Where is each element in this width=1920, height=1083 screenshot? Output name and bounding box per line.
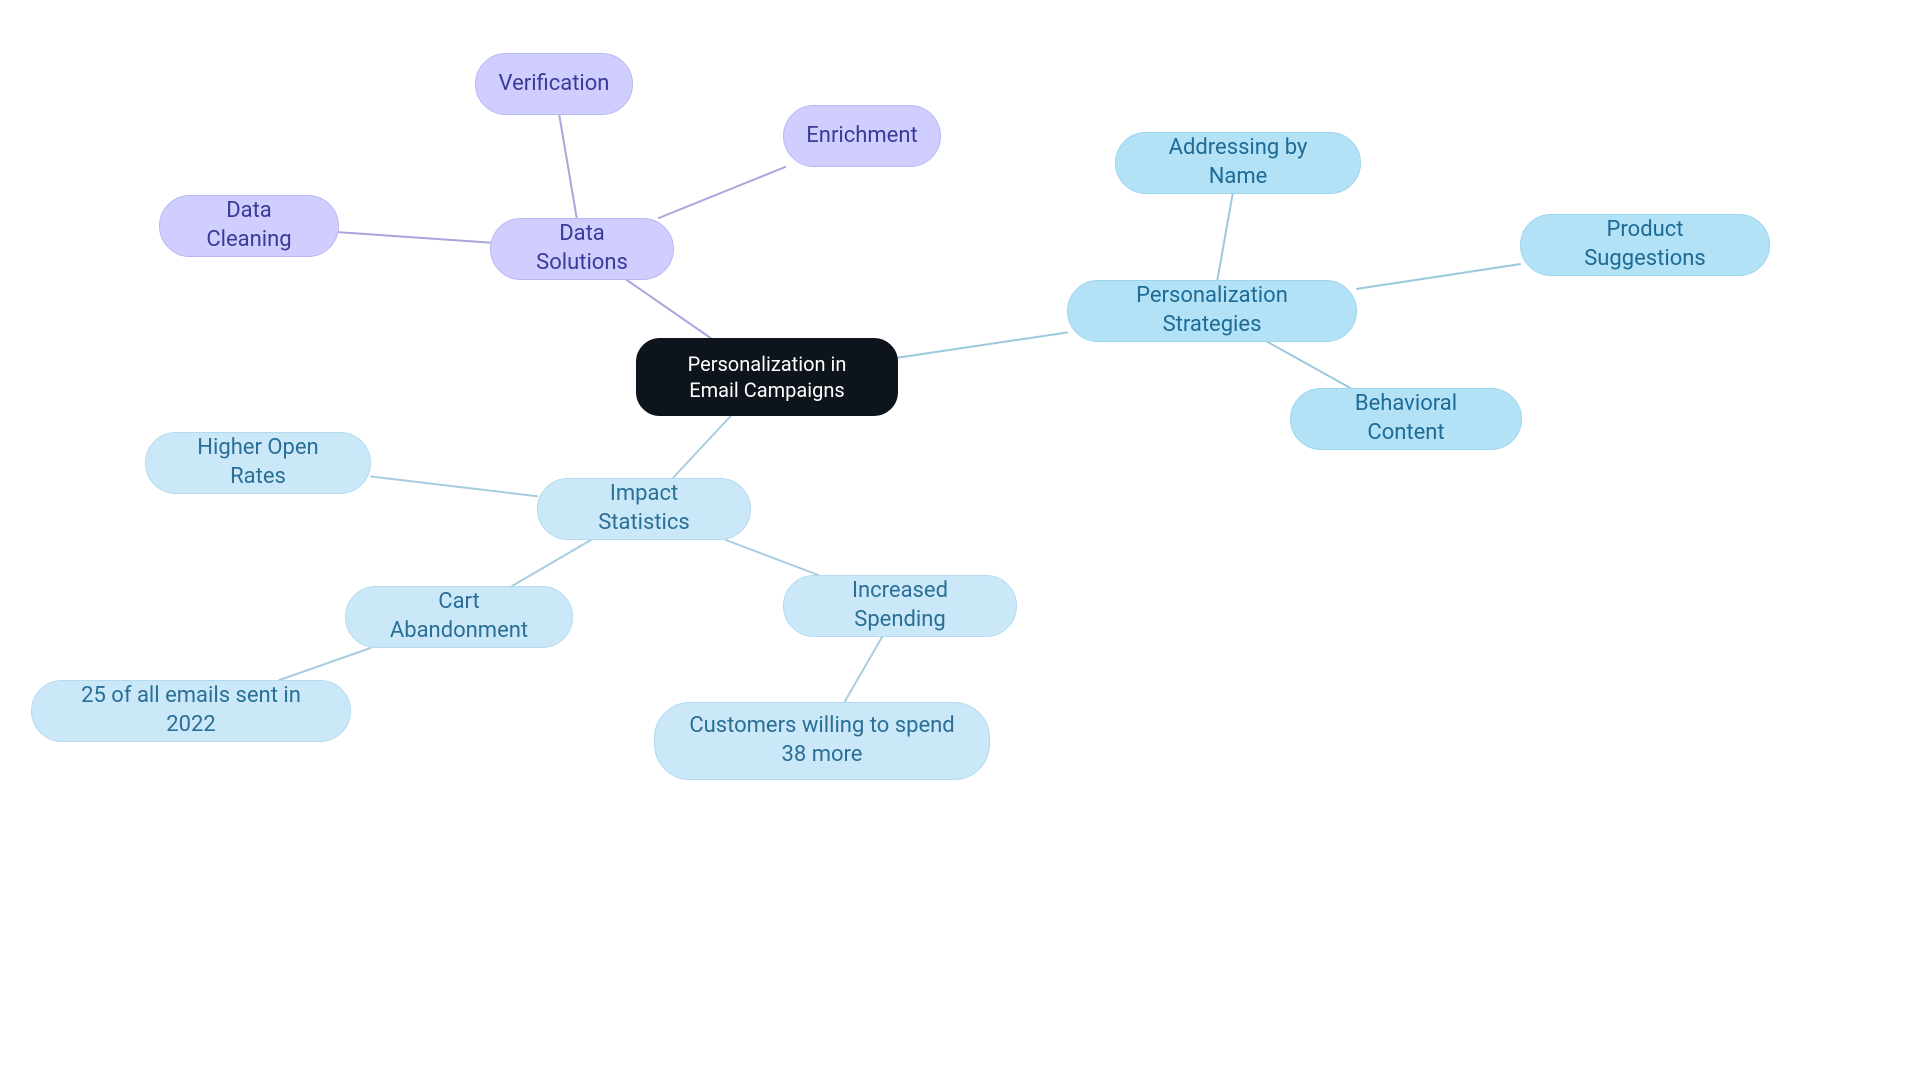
edge-ds-ds2 — [559, 115, 576, 218]
mindmap-canvas: Personalization in Email Campaigns Data S… — [0, 0, 1920, 1083]
edge-root-ds — [627, 280, 711, 338]
edge-ps-ps3 — [1268, 342, 1351, 388]
node-ds2: Verification — [475, 53, 633, 115]
node-label: 25 of all emails sent in 2022 — [60, 682, 322, 739]
node-label: Higher Open Rates — [174, 434, 342, 491]
node-is_is: Increased Spending — [783, 575, 1017, 637]
node-label: Enrichment — [806, 122, 917, 151]
edge-ds-ds3 — [659, 167, 785, 218]
edge-root-is — [673, 416, 731, 478]
edge-is_ca-is_ca2 — [279, 648, 370, 680]
node-ds: Data Solutions — [490, 218, 674, 280]
node-label: Verification — [499, 70, 610, 99]
node-ps1: Addressing by Name — [1115, 132, 1361, 194]
edge-ps-ps1 — [1217, 194, 1232, 280]
node-label: Personalization in Email Campaigns — [665, 351, 869, 403]
node-label: Cart Abandonment — [374, 588, 544, 645]
node-label: Customers willing to spend 38 more — [683, 712, 961, 769]
node-label: Behavioral Content — [1319, 390, 1493, 447]
node-label: Impact Statistics — [566, 480, 722, 537]
edges-layer — [0, 0, 1920, 1083]
edge-is-is_ca — [512, 540, 591, 586]
node-ps3: Behavioral Content — [1290, 388, 1522, 450]
node-is_is2: Customers willing to spend 38 more — [654, 702, 990, 780]
node-is_ca: Cart Abandonment — [345, 586, 573, 648]
edge-is_is-is_is2 — [845, 637, 883, 702]
node-is: Impact Statistics — [537, 478, 751, 540]
edge-is-is_is — [726, 540, 818, 575]
edge-ds-ds1 — [339, 232, 490, 242]
node-root: Personalization in Email Campaigns — [636, 338, 898, 416]
node-ps: Personalization Strategies — [1067, 280, 1357, 342]
node-label: Personalization Strategies — [1096, 282, 1328, 339]
node-label: Data Solutions — [519, 220, 645, 277]
edge-root-ps — [898, 333, 1067, 358]
edge-ps-ps2 — [1357, 264, 1520, 289]
node-is_hor: Higher Open Rates — [145, 432, 371, 494]
node-ds1: Data Cleaning — [159, 195, 339, 257]
node-ps2: Product Suggestions — [1520, 214, 1770, 276]
node-label: Addressing by Name — [1144, 134, 1332, 191]
node-label: Increased Spending — [812, 577, 988, 634]
node-label: Data Cleaning — [188, 197, 310, 254]
node-ds3: Enrichment — [783, 105, 941, 167]
edge-is-is_hor — [371, 477, 537, 497]
node-label: Product Suggestions — [1549, 216, 1741, 273]
node-is_ca2: 25 of all emails sent in 2022 — [31, 680, 351, 742]
